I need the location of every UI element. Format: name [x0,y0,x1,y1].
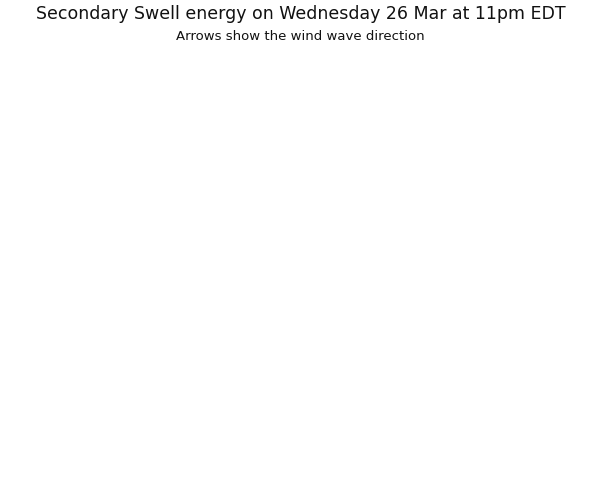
Text: cartopy not available: cartopy not available [227,261,374,274]
Text: Arrows show the wind wave direction: Arrows show the wind wave direction [176,30,425,43]
Text: Secondary Swell energy on Wednesday 26 Mar at 11pm EDT: Secondary Swell energy on Wednesday 26 M… [35,5,566,23]
